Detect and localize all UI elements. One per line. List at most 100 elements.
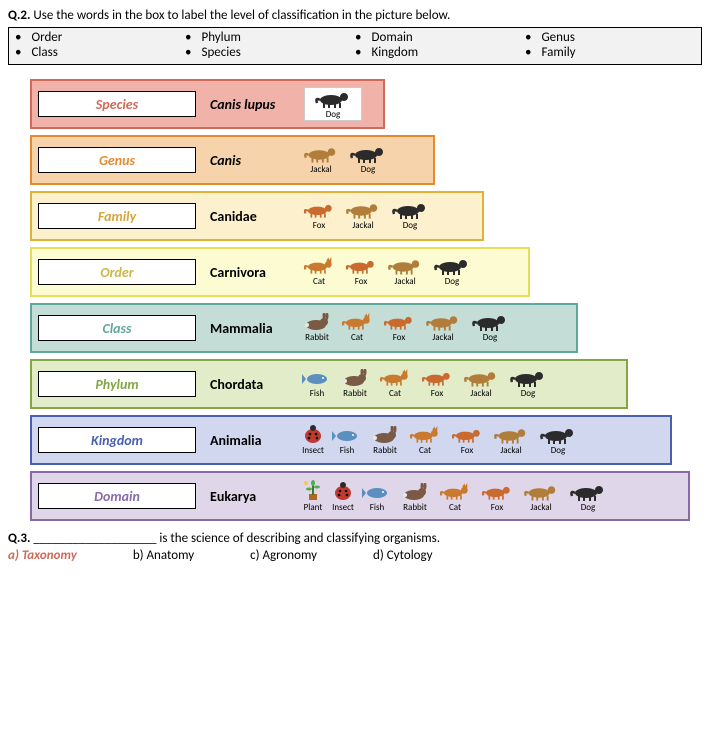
q2-prompt: Q.2. Use the words in the box to label t… — [8, 8, 702, 23]
q3-options: a) Taxonomy b) Anatomy c) Agronomy d) Cytol… — [8, 548, 702, 563]
level-taxon-name: Canidae — [210, 208, 296, 225]
level-animals: Fish Rabbit Cat Fox — [298, 369, 552, 399]
animal-label: Plant — [304, 502, 323, 513]
classification-level: Order Carnivora Cat Fox — [30, 247, 530, 297]
wordbox-item: •Order — [15, 30, 185, 45]
animal-jackal: Jackal — [462, 369, 500, 399]
wordbox-label: Genus — [541, 30, 574, 45]
animal-label: Fox — [313, 220, 325, 231]
classification-level: GenusCanis Jackal Dog — [30, 135, 435, 185]
classification-level: ClassMammalia Rabbit Cat Fox — [30, 303, 578, 353]
animal-cat: Cat — [378, 369, 412, 399]
animal-dog: Dog — [568, 483, 608, 513]
level-animals: Plant Insect Fish Rabbit Cat — [298, 479, 612, 513]
animal-dog: Dog — [348, 145, 388, 175]
wordbox-label: Phylum — [201, 30, 240, 45]
q3-option[interactable]: b) Anatomy — [133, 548, 194, 563]
animal-fish: Fish — [302, 371, 332, 399]
classification-level: Species Canis lupus Dog — [30, 79, 385, 129]
animal-dog: Dog — [538, 426, 578, 456]
animal-insect: Insect — [302, 424, 324, 456]
animal-panel: Dog — [304, 87, 362, 121]
animal-label: Fox — [431, 388, 443, 399]
level-taxon-name: Carnivora — [210, 264, 296, 281]
animal-label: Fox — [491, 502, 503, 513]
animal-label: Jackal — [530, 502, 551, 513]
animal-fox: Fox — [344, 257, 378, 287]
classification-level: Phylum Chordata Fish Rabbit Cat — [30, 359, 628, 409]
animal-label: Dog — [361, 164, 376, 175]
q3-blank: ___________________ — [33, 531, 156, 546]
wordbox-label: Order — [31, 30, 62, 45]
animal-dog: Dog — [470, 313, 510, 343]
animal-label: Dog — [403, 220, 418, 231]
animal-label: Dog — [581, 502, 596, 513]
animal-rabbit: Rabbit — [340, 369, 370, 399]
q3-number: Q.3. — [8, 531, 30, 546]
animal-label: Fox — [355, 276, 367, 287]
level-answer-box[interactable]: Kingdom — [38, 427, 196, 453]
level-taxon-name: Canis lupus — [210, 96, 296, 113]
classification-level: Family Canidae Fox Jackal — [30, 191, 484, 241]
level-answer-box[interactable]: Family — [38, 203, 196, 229]
animal-label: Jackal — [470, 388, 491, 399]
animal-label: Cat — [449, 502, 461, 513]
animal-dog: Dog — [313, 90, 353, 120]
animal-label: Jackal — [500, 445, 521, 456]
wordbox-item: •Kingdom — [355, 45, 525, 60]
animal-label: Cat — [389, 388, 401, 399]
wordbox-item: •Species — [185, 45, 355, 60]
animal-fox: Fox — [450, 426, 484, 456]
level-animals: Rabbit Cat Fox Jacka — [298, 313, 514, 343]
animal-fox: Fox — [420, 369, 454, 399]
animal-fox: Fox — [302, 201, 336, 231]
q2-number: Q.2. — [8, 8, 30, 23]
classification-levels: SpeciesCanis lupus DogGenusCanis Jackal — [8, 79, 702, 521]
animal-plant: Plant — [302, 479, 324, 513]
bullet-icon: • — [525, 45, 531, 60]
level-taxon-name: Animalia — [210, 432, 296, 449]
level-animals: Fox Jackal Dog — [298, 201, 434, 231]
level-taxon-name: Eukarya — [210, 488, 296, 505]
animal-label: Dog — [326, 109, 341, 120]
q3-option[interactable]: c) Agronomy — [250, 548, 317, 563]
animal-label: Rabbit — [343, 388, 367, 399]
q3-option[interactable]: d) Cytology — [373, 548, 433, 563]
classification-level: DomainEukarya Plant Insect Fish Rabbit — [30, 471, 690, 521]
animal-jackal: Jackal — [492, 426, 530, 456]
level-animals: Insect Fish Rabbit Cat — [298, 424, 582, 456]
level-answer-box[interactable]: Class — [38, 315, 196, 341]
animal-jackal: Jackal — [344, 201, 382, 231]
animal-fish: Fish — [332, 428, 362, 456]
bullet-icon: • — [355, 30, 361, 45]
q3-option[interactable]: a) Taxonomy — [8, 548, 77, 563]
animal-label: Rabbit — [305, 332, 329, 343]
bullet-icon: • — [185, 45, 191, 60]
wordbox-item: • Family — [525, 45, 695, 60]
animal-cat: Cat — [302, 257, 336, 287]
animal-rabbit: Rabbit — [302, 313, 332, 343]
animal-label: Jackal — [352, 220, 373, 231]
animal-label: Dog — [445, 276, 460, 287]
animal-label: Rabbit — [373, 445, 397, 456]
level-answer-box[interactable]: Order — [38, 259, 196, 285]
animal-label: Fox — [461, 445, 473, 456]
animal-jackal: Jackal — [522, 483, 560, 513]
wordbox-label: Family — [541, 45, 575, 60]
level-answer-box[interactable]: Species — [38, 91, 196, 117]
animal-label: Jackal — [432, 332, 453, 343]
level-animals: Dog — [298, 87, 362, 121]
animal-dog: Dog — [432, 257, 472, 287]
wordbox: •Order•Phylum•Domain•Genus•Class•Species… — [8, 27, 702, 65]
bullet-icon: • — [185, 30, 191, 45]
bullet-icon: • — [525, 30, 531, 45]
animal-jackal: Jackal — [386, 257, 424, 287]
level-taxon-name: Chordata — [210, 376, 296, 393]
level-answer-box[interactable]: Domain — [38, 483, 196, 509]
level-answer-box[interactable]: Phylum — [38, 371, 196, 397]
animal-label: Dog — [521, 388, 536, 399]
level-answer-box[interactable]: Genus — [38, 147, 196, 173]
wordbox-label: Kingdom — [371, 45, 418, 60]
classification-level: Kingdom Animalia Insect Fish Rabbit — [30, 415, 672, 465]
q2-text: Use the words in the box to label the le… — [33, 8, 450, 23]
